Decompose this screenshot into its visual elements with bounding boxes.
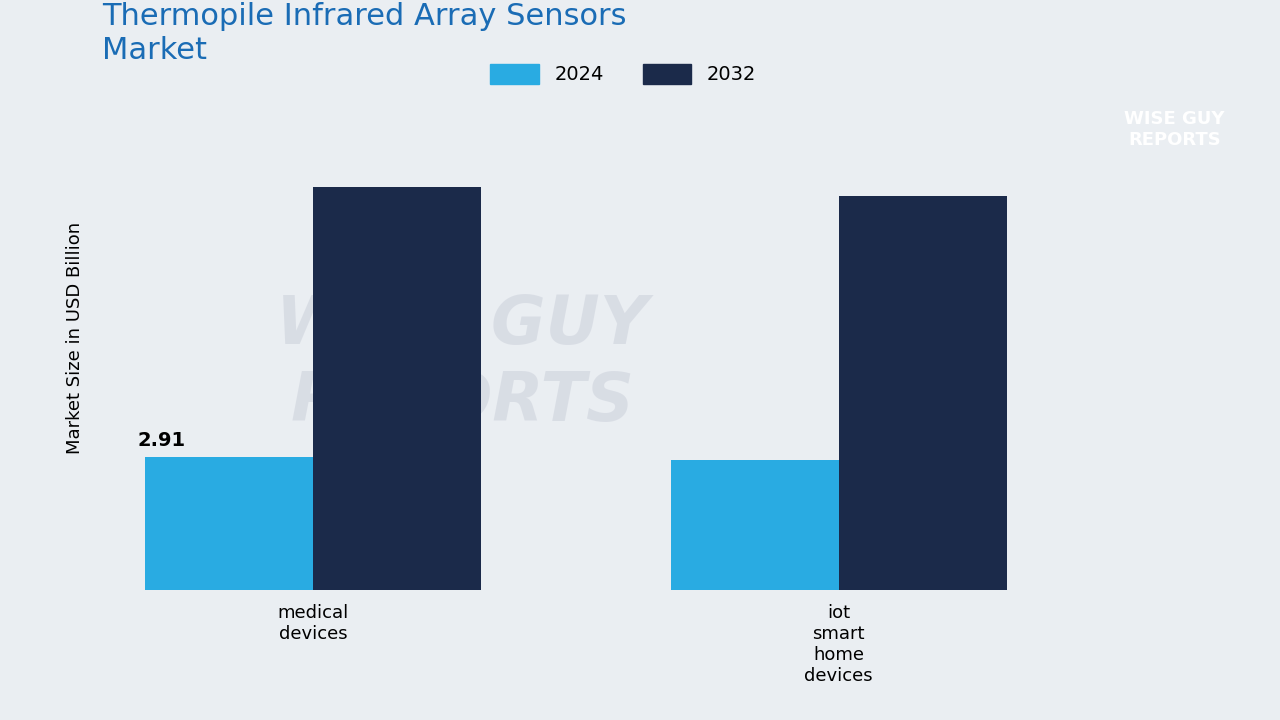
Y-axis label: Market Size in USD Billion: Market Size in USD Billion [65, 222, 83, 454]
Bar [671, 460, 838, 590]
Text: Medical Devices And Iot Smart Home
Thermopile Infrared Array Sensors
Market: Medical Devices And Iot Smart Home Therm… [102, 0, 669, 65]
Bar [314, 187, 481, 590]
Text: WISE GUY
REPORTS: WISE GUY REPORTS [276, 292, 649, 435]
Text: WISE GUY
REPORTS: WISE GUY REPORTS [1124, 110, 1225, 149]
Bar [146, 457, 314, 590]
Text: 2.91: 2.91 [137, 431, 186, 450]
Bar [838, 197, 1006, 590]
Legend: 2024, 2032: 2024, 2032 [483, 56, 764, 92]
